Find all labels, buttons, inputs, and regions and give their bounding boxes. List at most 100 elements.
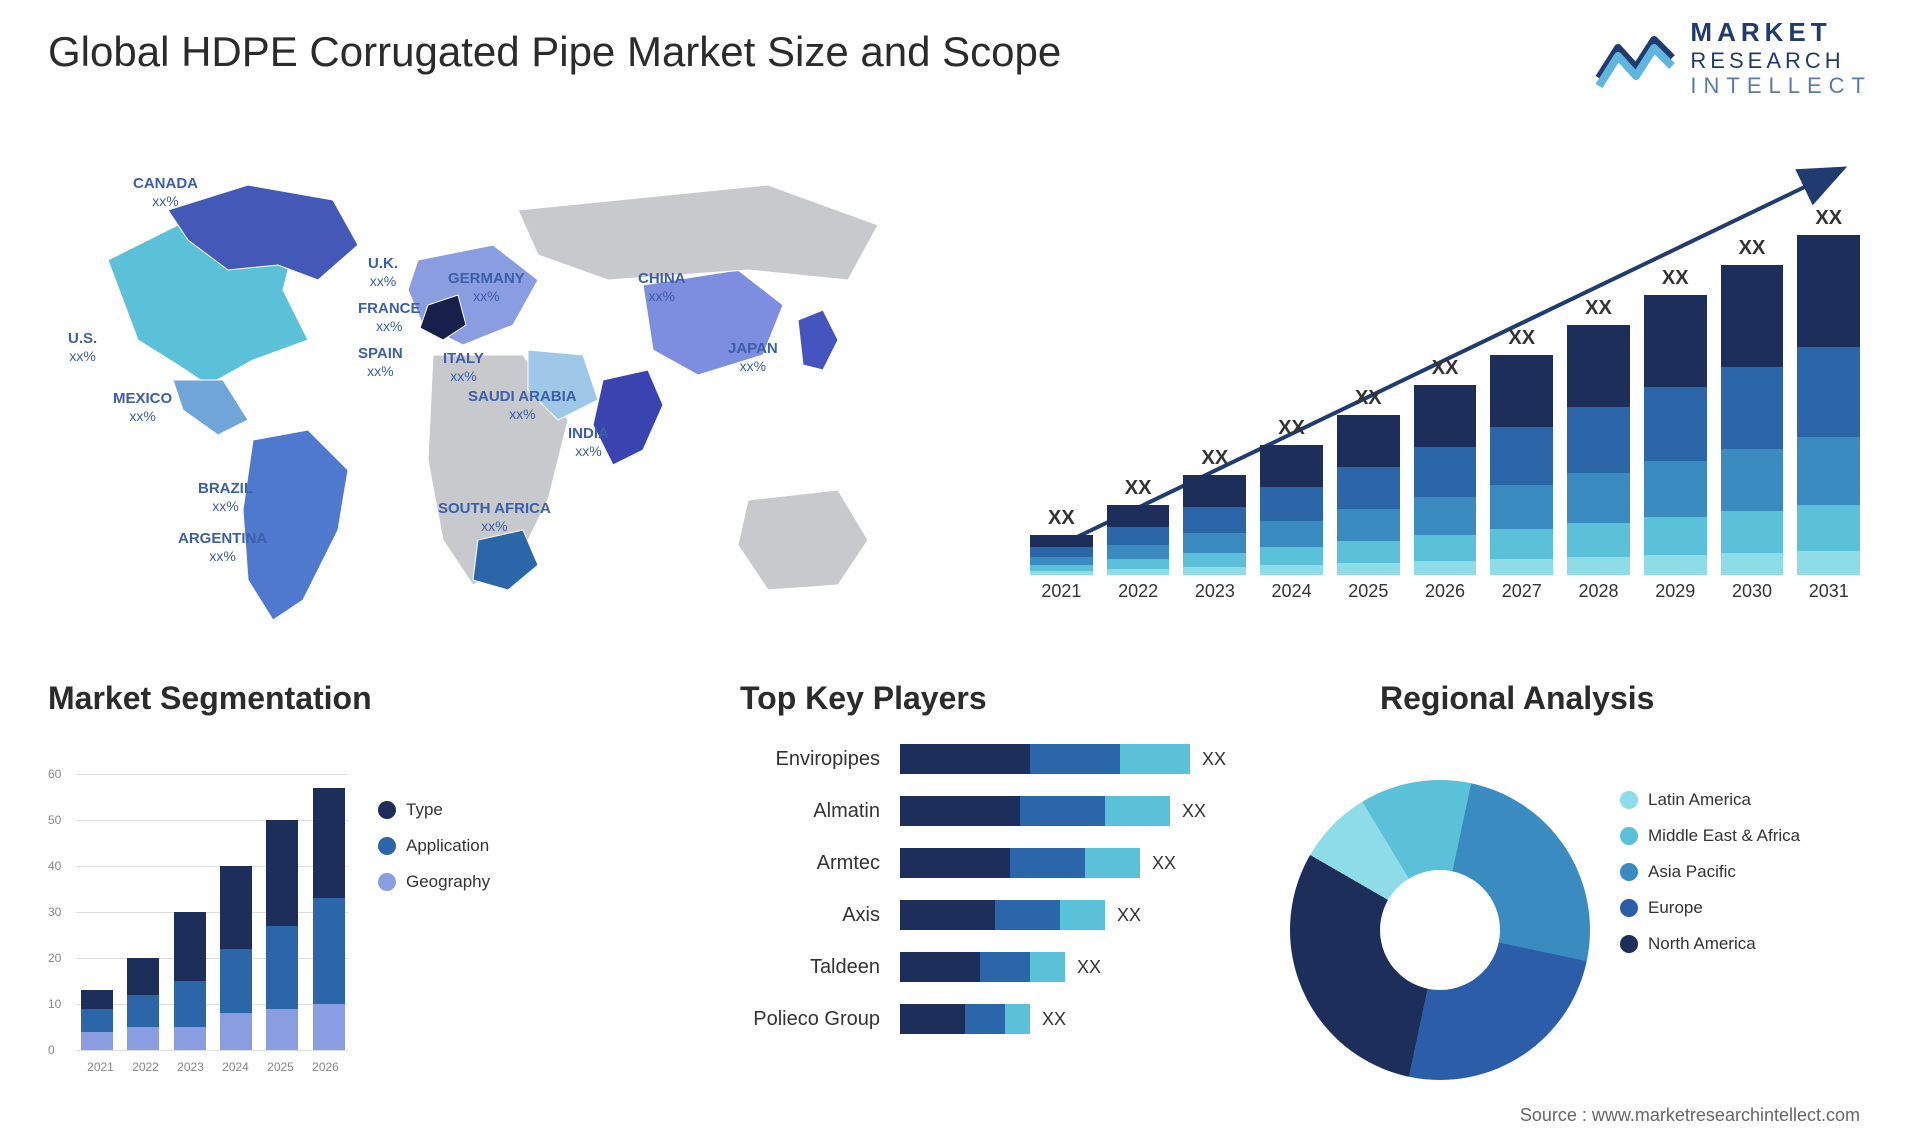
growth-bar-segment xyxy=(1644,387,1707,461)
growth-bar-segment xyxy=(1183,533,1246,553)
player-bar-segment xyxy=(1030,744,1120,774)
regional-chart: Latin America Middle East & Africa Asia Pa… xyxy=(1290,720,1860,1120)
legend-label: Latin America xyxy=(1648,790,1751,810)
player-bar-segment xyxy=(1085,848,1140,878)
player-bar-segment xyxy=(980,952,1030,982)
growth-bar-value: XX xyxy=(1030,507,1093,530)
player-value: XX xyxy=(1117,905,1141,926)
seg-segment-type xyxy=(81,990,113,1008)
growth-bar-segment xyxy=(1797,551,1860,575)
growth-bar-segment xyxy=(1490,485,1553,529)
seg-segment-geography xyxy=(313,1004,345,1050)
legend-dot-icon xyxy=(1620,827,1638,845)
growth-bar-segment xyxy=(1260,445,1323,487)
growth-bar-value: XX xyxy=(1183,447,1246,470)
growth-bar-segment xyxy=(1414,385,1477,447)
growth-year-label: 2021 xyxy=(1041,581,1081,602)
player-bar-segment xyxy=(1060,900,1105,930)
player-bar-segment xyxy=(965,1004,1005,1034)
seg-segment-geography xyxy=(174,1027,206,1050)
growth-year-label: 2023 xyxy=(1195,581,1235,602)
player-bar-segment xyxy=(1105,796,1170,826)
growth-bar-2029: XX2029 xyxy=(1644,295,1707,602)
player-bar-segment xyxy=(1020,796,1105,826)
player-row-polieco-group: Polieco GroupXX xyxy=(740,1000,1260,1038)
region-legend-asia-pacific: Asia Pacific xyxy=(1620,862,1800,882)
seg-segment-application xyxy=(81,1009,113,1032)
seg-xlabel: 2023 xyxy=(171,1060,211,1074)
legend-label: Asia Pacific xyxy=(1648,862,1736,882)
growth-bar-2021: XX2021 xyxy=(1030,535,1093,602)
player-bar-segment xyxy=(995,900,1060,930)
player-value: XX xyxy=(1152,853,1176,874)
map-label-italy: ITALYxx% xyxy=(443,350,484,385)
growth-bar-2030: XX2030 xyxy=(1721,265,1784,602)
growth-bar-2031: XX2031 xyxy=(1797,235,1860,602)
seg-ytick: 40 xyxy=(48,859,61,873)
world-map: CANADAxx%U.S.xx%MEXICOxx%BRAZILxx%ARGENT… xyxy=(48,130,948,650)
growth-bar-segment xyxy=(1567,325,1630,407)
seg-bar-2023 xyxy=(174,912,206,1050)
growth-bar-value: XX xyxy=(1567,297,1630,320)
seg-xlabel: 2024 xyxy=(216,1060,256,1074)
map-country-russia xyxy=(518,185,878,280)
seg-xlabel: 2021 xyxy=(81,1060,121,1074)
growth-bar-value: XX xyxy=(1337,387,1400,410)
legend-label: Europe xyxy=(1648,898,1703,918)
legend-dot-icon xyxy=(378,873,396,891)
seg-segment-application xyxy=(127,995,159,1027)
seg-bar-2025 xyxy=(266,820,298,1050)
players-title: Top Key Players xyxy=(740,680,987,717)
seg-bar-2022 xyxy=(127,958,159,1050)
legend-label: Middle East & Africa xyxy=(1648,826,1800,846)
seg-ytick: 30 xyxy=(48,905,61,919)
growth-bar-segment xyxy=(1030,571,1093,575)
seg-xlabel: 2026 xyxy=(306,1060,346,1074)
region-legend-latin-america: Latin America xyxy=(1620,790,1800,810)
growth-bar-segment xyxy=(1030,557,1093,565)
growth-year-label: 2026 xyxy=(1425,581,1465,602)
legend-label: Type xyxy=(406,800,443,820)
growth-year-label: 2024 xyxy=(1272,581,1312,602)
regional-title: Regional Analysis xyxy=(1380,680,1654,717)
player-bar-segment xyxy=(1030,952,1065,982)
segmentation-chart: 0102030405060202120222023202420252026 Ty… xyxy=(48,730,528,1080)
growth-bar-segment xyxy=(1260,547,1323,565)
growth-bar-segment xyxy=(1490,427,1553,485)
growth-bar-segment xyxy=(1107,569,1170,575)
player-name: Polieco Group xyxy=(740,1008,900,1031)
growth-bar-segment xyxy=(1721,265,1784,367)
growth-bar-value: XX xyxy=(1414,357,1477,380)
growth-bar-value: XX xyxy=(1490,327,1553,350)
map-label-canada: CANADAxx% xyxy=(133,175,198,210)
seg-segment-geography xyxy=(81,1032,113,1050)
map-label-spain: SPAINxx% xyxy=(358,345,403,380)
growth-bar-segment xyxy=(1490,559,1553,575)
growth-bar-segment xyxy=(1337,541,1400,563)
growth-bar-segment xyxy=(1183,507,1246,533)
seg-legend-application: Application xyxy=(378,836,490,856)
map-label-germany: GERMANYxx% xyxy=(448,270,525,305)
growth-bar-segment xyxy=(1260,487,1323,521)
growth-bar-segment xyxy=(1260,565,1323,575)
growth-year-label: 2022 xyxy=(1118,581,1158,602)
map-label-france: FRANCExx% xyxy=(358,300,421,335)
player-value: XX xyxy=(1077,957,1101,978)
legend-dot-icon xyxy=(1620,899,1638,917)
region-legend-north-america: North America xyxy=(1620,934,1800,954)
player-row-armtec: ArmtecXX xyxy=(740,844,1260,882)
seg-segment-geography xyxy=(266,1009,298,1050)
growth-bar-segment xyxy=(1644,517,1707,555)
seg-segment-type xyxy=(220,866,252,949)
seg-segment-type xyxy=(174,912,206,981)
growth-bar-value: XX xyxy=(1644,267,1707,290)
segmentation-title: Market Segmentation xyxy=(48,680,372,717)
growth-bar-value: XX xyxy=(1797,207,1860,230)
growth-year-label: 2028 xyxy=(1578,581,1618,602)
map-label-south-africa: SOUTH AFRICAxx% xyxy=(438,500,551,535)
growth-bar-segment xyxy=(1567,473,1630,523)
growth-bar-2023: XX2023 xyxy=(1183,475,1246,602)
legend-dot-icon xyxy=(1620,863,1638,881)
growth-bar-segment xyxy=(1414,497,1477,535)
player-row-taldeen: TaldeenXX xyxy=(740,948,1260,986)
